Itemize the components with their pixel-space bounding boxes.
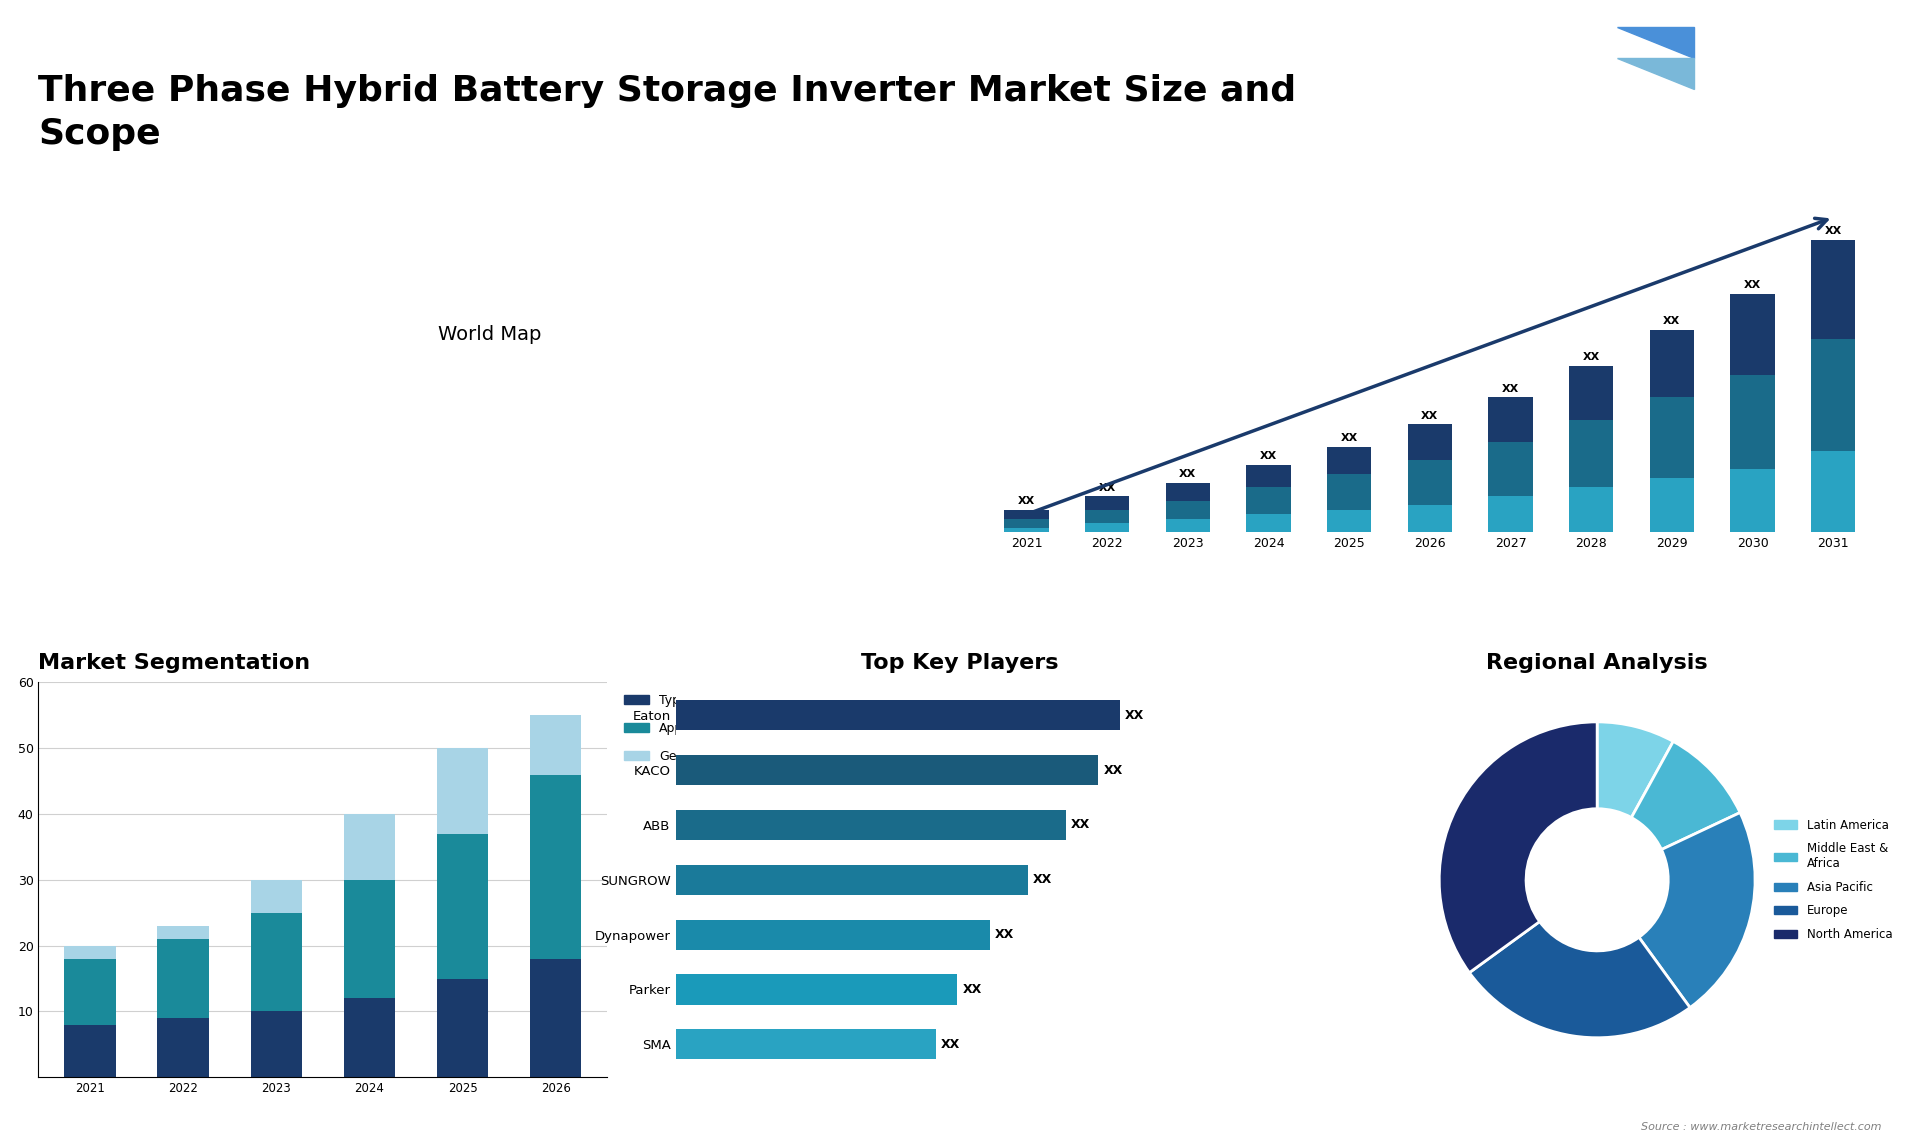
- Text: XX: XX: [1743, 281, 1761, 290]
- Bar: [157, 1018, 209, 1077]
- Text: XX: XX: [1582, 352, 1599, 362]
- Bar: [1004, 519, 1048, 528]
- Bar: [1246, 515, 1290, 533]
- Text: XX: XX: [1260, 452, 1277, 462]
- Bar: [676, 865, 1027, 895]
- Wedge shape: [1440, 722, 1597, 973]
- Bar: [1246, 487, 1290, 515]
- Text: XX: XX: [1421, 410, 1438, 421]
- Text: XX: XX: [1179, 469, 1196, 479]
- Bar: [344, 880, 396, 998]
- Bar: [1327, 447, 1371, 473]
- Text: XX: XX: [1018, 496, 1035, 507]
- Bar: [252, 880, 301, 912]
- Bar: [1730, 293, 1774, 375]
- Text: XX: XX: [1104, 763, 1123, 777]
- Bar: [1327, 473, 1371, 510]
- Bar: [157, 926, 209, 939]
- Bar: [1569, 366, 1613, 419]
- Bar: [1085, 510, 1129, 524]
- Bar: [1649, 398, 1693, 478]
- Bar: [1811, 339, 1855, 452]
- Bar: [1246, 465, 1290, 487]
- Text: Three Phase Hybrid Battery Storage Inverter Market Size and
Scope: Three Phase Hybrid Battery Storage Inver…: [38, 74, 1296, 150]
- Text: XX: XX: [1125, 709, 1144, 722]
- Text: MARKET
RESEARCH
INTELLECT: MARKET RESEARCH INTELLECT: [1715, 45, 1772, 81]
- Bar: [1649, 330, 1693, 398]
- Bar: [1327, 510, 1371, 533]
- Bar: [1004, 510, 1048, 519]
- Text: XX: XX: [962, 983, 981, 996]
- Text: XX: XX: [1501, 384, 1519, 394]
- Text: Source : www.marketresearchintellect.com: Source : www.marketresearchintellect.com: [1642, 1122, 1882, 1132]
- Legend: Latin America, Middle East &
Africa, Asia Pacific, Europe, North America: Latin America, Middle East & Africa, Asi…: [1768, 814, 1897, 945]
- Text: XX: XX: [1098, 482, 1116, 493]
- Text: Market Segmentation: Market Segmentation: [38, 652, 311, 673]
- Bar: [252, 1012, 301, 1077]
- Bar: [63, 959, 115, 1025]
- Bar: [676, 974, 958, 1005]
- Wedge shape: [1632, 741, 1740, 849]
- Title: Regional Analysis: Regional Analysis: [1486, 652, 1709, 673]
- Wedge shape: [1469, 921, 1690, 1038]
- Title: Top Key Players: Top Key Players: [862, 652, 1058, 673]
- Bar: [344, 814, 396, 880]
- Bar: [676, 919, 991, 950]
- Bar: [344, 998, 396, 1077]
- Bar: [676, 1029, 935, 1059]
- Bar: [438, 834, 488, 979]
- Bar: [1407, 424, 1452, 461]
- Bar: [530, 715, 582, 775]
- Bar: [1488, 398, 1532, 442]
- Bar: [1085, 524, 1129, 533]
- Bar: [1165, 482, 1210, 501]
- Bar: [676, 700, 1119, 730]
- Bar: [676, 755, 1098, 785]
- Text: XX: XX: [1340, 433, 1357, 444]
- Text: XX: XX: [1071, 818, 1091, 832]
- Polygon shape: [1617, 26, 1693, 57]
- Bar: [1407, 461, 1452, 505]
- Bar: [676, 810, 1066, 840]
- Bar: [1488, 442, 1532, 496]
- Text: XX: XX: [941, 1038, 960, 1051]
- Bar: [1165, 519, 1210, 533]
- Text: World Map: World Map: [438, 325, 541, 345]
- Wedge shape: [1597, 722, 1672, 817]
- Bar: [63, 1025, 115, 1077]
- Bar: [530, 959, 582, 1077]
- Bar: [1649, 478, 1693, 533]
- Wedge shape: [1640, 813, 1755, 1007]
- Bar: [157, 939, 209, 1018]
- Bar: [1085, 496, 1129, 510]
- Polygon shape: [1617, 57, 1693, 89]
- Bar: [530, 775, 582, 959]
- Bar: [438, 979, 488, 1077]
- Bar: [1569, 487, 1613, 533]
- Bar: [252, 912, 301, 1012]
- Bar: [1004, 528, 1048, 533]
- Bar: [1811, 240, 1855, 339]
- Bar: [1730, 375, 1774, 470]
- Bar: [1730, 470, 1774, 533]
- Legend: Type, Application, Geography: Type, Application, Geography: [620, 689, 733, 768]
- Bar: [1811, 452, 1855, 533]
- Text: XX: XX: [1824, 226, 1841, 236]
- Bar: [1407, 505, 1452, 533]
- Text: XX: XX: [1033, 873, 1052, 886]
- Bar: [1569, 419, 1613, 487]
- Text: XX: XX: [1663, 316, 1680, 327]
- Bar: [63, 945, 115, 959]
- Bar: [1165, 501, 1210, 519]
- Text: XX: XX: [995, 928, 1014, 941]
- Bar: [1488, 496, 1532, 533]
- Bar: [438, 748, 488, 834]
